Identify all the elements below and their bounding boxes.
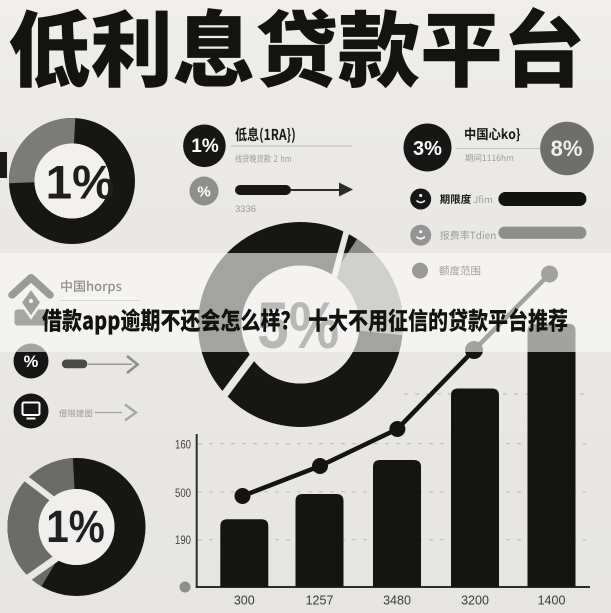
svg-text:1400: 1400 (538, 594, 566, 608)
svg-text:%: % (24, 353, 39, 371)
svg-text:3200: 3200 (461, 594, 489, 608)
svg-text:160: 160 (175, 437, 191, 451)
svg-text:190: 190 (175, 533, 191, 547)
svg-text:500: 500 (175, 486, 191, 500)
svg-text:300: 300 (234, 594, 255, 608)
svg-text:3336: 3336 (235, 204, 256, 215)
svg-text:3%: 3% (413, 138, 442, 160)
svg-text:1%: 1% (191, 136, 219, 157)
svg-text:1%: 1% (46, 157, 115, 210)
svg-text:%: % (197, 184, 210, 201)
svg-text:1257: 1257 (306, 594, 334, 608)
svg-text:3480: 3480 (383, 594, 411, 608)
svg-text:1%: 1% (46, 502, 105, 552)
svg-text:8%: 8% (551, 136, 583, 161)
